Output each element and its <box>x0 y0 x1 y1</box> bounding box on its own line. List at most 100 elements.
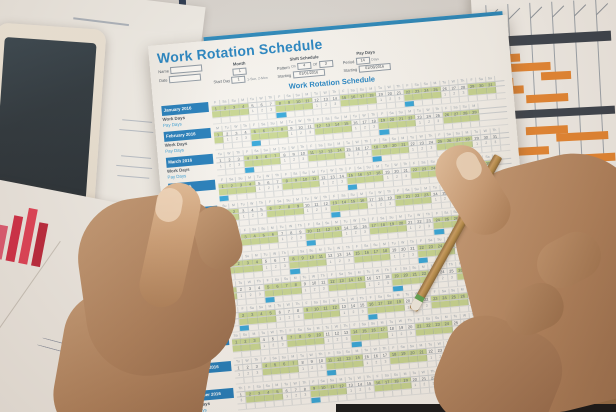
weekday-cell: Su <box>240 332 251 339</box>
day-number-cell: 23 <box>421 191 432 198</box>
pay-day-cell <box>416 231 426 237</box>
weekday-cell: Sa <box>425 237 436 244</box>
gantt-bar <box>556 130 609 142</box>
pay-day-cell <box>416 335 426 342</box>
work-day-cell: 3 <box>236 396 247 404</box>
day-number-cell: 21 <box>408 245 418 251</box>
day-number-cell: 5 <box>264 284 274 290</box>
pay-day-cell <box>265 401 275 408</box>
day-number-cell: 17 <box>371 248 382 254</box>
pay-day-cell <box>308 266 319 273</box>
pay-day-cell <box>395 206 406 213</box>
weekday-cell: W <box>286 223 296 230</box>
work-day-cell <box>239 108 250 116</box>
work-day-cell <box>305 233 316 241</box>
weekday-cell: F <box>339 88 349 94</box>
work-day-cell <box>278 131 288 139</box>
day-number-cell: 6 <box>270 257 281 263</box>
work-day-cell: 3 <box>383 279 394 287</box>
weekday-cell: W <box>306 352 317 359</box>
work-day-cell <box>269 132 279 139</box>
work-day-cell: 3 <box>422 302 433 309</box>
weekday-cell: Sa <box>254 383 264 390</box>
pay-day-cell <box>288 137 298 144</box>
work-day-cell: 1 <box>259 342 270 350</box>
day-number-cell: 29 <box>470 108 480 115</box>
pay-starting-field: 01/08/2016 <box>358 62 391 73</box>
pay-day-cell <box>297 241 307 248</box>
pay-day-cell <box>281 373 291 380</box>
day-number-cell: 22 <box>424 322 434 328</box>
day-number-cell: 15 <box>346 172 356 178</box>
work-day-cell <box>326 153 337 161</box>
weekday-cell: F <box>368 216 379 223</box>
weekday-cell: Sa <box>375 294 386 301</box>
weekday-cell: Sa <box>284 93 294 99</box>
work-day-cell: 2 <box>248 212 259 220</box>
pay-day-cell <box>242 350 252 357</box>
work-day-cell <box>317 258 327 266</box>
pay-day-cell <box>274 191 284 197</box>
work-day-cell <box>308 154 318 162</box>
pay-day-cell <box>315 135 326 141</box>
pay-day-cell <box>386 207 397 214</box>
weekday-cell: F <box>288 249 299 256</box>
weekday-cell: Th <box>384 188 395 195</box>
day-number-cell: 12 <box>334 356 345 362</box>
pay-day-cell <box>262 165 273 172</box>
gantt-header-tick <box>552 5 565 18</box>
day-number-cell: 21 <box>410 271 421 277</box>
weekday-cell: W <box>391 162 402 168</box>
weekday-cell: W <box>242 358 253 365</box>
pay-day-cell <box>482 146 493 153</box>
pay-day-cell <box>393 285 403 292</box>
weekday-cell: Su <box>332 115 342 121</box>
weekday-cell: Tu <box>297 353 308 360</box>
pay-day-cell <box>239 220 250 227</box>
day-number-cell: 6 <box>277 335 288 341</box>
weekday-cell: M <box>270 146 281 153</box>
pay-day-cell <box>304 214 314 221</box>
work-day-cell: 1 <box>278 236 288 243</box>
work-day-cell <box>399 356 410 364</box>
work-day-cell: 1 <box>440 90 451 98</box>
day-number-cell: 29 <box>472 134 482 141</box>
day-number-cell: 14 <box>353 354 363 361</box>
work-day-cell <box>443 116 453 124</box>
pay-day-cell <box>219 195 229 202</box>
weekday-cell: M <box>377 320 388 327</box>
pay-day-cell <box>434 124 445 131</box>
pay-day-cell <box>404 205 415 212</box>
work-day-cell: 2 <box>285 314 295 321</box>
pay-day-cell <box>290 268 300 274</box>
day-number-cell: 17 <box>376 300 386 306</box>
day-number-cell: 8 <box>298 359 308 366</box>
pay-day-cell <box>374 286 385 293</box>
weekday-cell: Su <box>281 276 292 283</box>
weekday-cell: Sa <box>441 210 452 216</box>
weekday-cell: W <box>423 106 434 113</box>
weekday-cell: F <box>442 105 452 112</box>
day-number-cell: 18 <box>385 299 395 306</box>
pay-day-cell <box>427 151 438 158</box>
day-number-cell: 14 <box>339 198 350 205</box>
day-number-cell: 8 <box>291 281 302 288</box>
work-day-cell <box>404 94 414 101</box>
pay-day-cell <box>217 169 227 176</box>
weekday-cell: F <box>393 188 404 194</box>
work-day-cell <box>385 305 396 312</box>
pay-day-cell <box>287 346 298 353</box>
day-number-cell: 18 <box>369 117 379 124</box>
work-day-cell <box>486 86 497 94</box>
day-number-cell: 4 <box>259 336 269 343</box>
work-day-cell: 1 <box>301 286 311 294</box>
work-day-cell <box>287 340 298 347</box>
work-day-cell <box>365 176 375 183</box>
day-number-cell: 19 <box>396 324 407 331</box>
day-number-cell: 24 <box>442 320 453 327</box>
work-day-cell <box>394 199 405 207</box>
weekday-cell: F <box>304 222 315 228</box>
pay-day-cell <box>333 342 344 349</box>
weekday-cell: F <box>366 295 377 302</box>
pay-day-cell <box>326 369 337 376</box>
